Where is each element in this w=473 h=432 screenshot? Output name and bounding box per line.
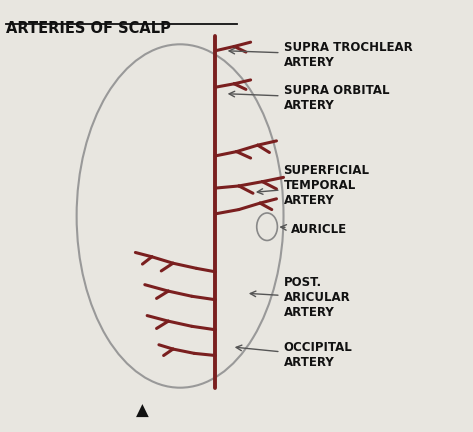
- Text: SUPRA TROCHLEAR
ARTERY: SUPRA TROCHLEAR ARTERY: [229, 41, 412, 69]
- Text: AURICLE: AURICLE: [281, 223, 347, 236]
- Text: SUPERFICIAL
TEMPORAL
ARTERY: SUPERFICIAL TEMPORAL ARTERY: [257, 165, 369, 207]
- Text: POST.
ARICULAR
ARTERY: POST. ARICULAR ARTERY: [250, 276, 350, 319]
- Text: ARTERIES OF SCALP: ARTERIES OF SCALP: [6, 21, 171, 36]
- Text: OCCIPITAL
ARTERY: OCCIPITAL ARTERY: [236, 342, 352, 369]
- Text: ▲: ▲: [136, 402, 149, 420]
- Text: SUPRA ORBITAL
ARTERY: SUPRA ORBITAL ARTERY: [229, 84, 389, 112]
